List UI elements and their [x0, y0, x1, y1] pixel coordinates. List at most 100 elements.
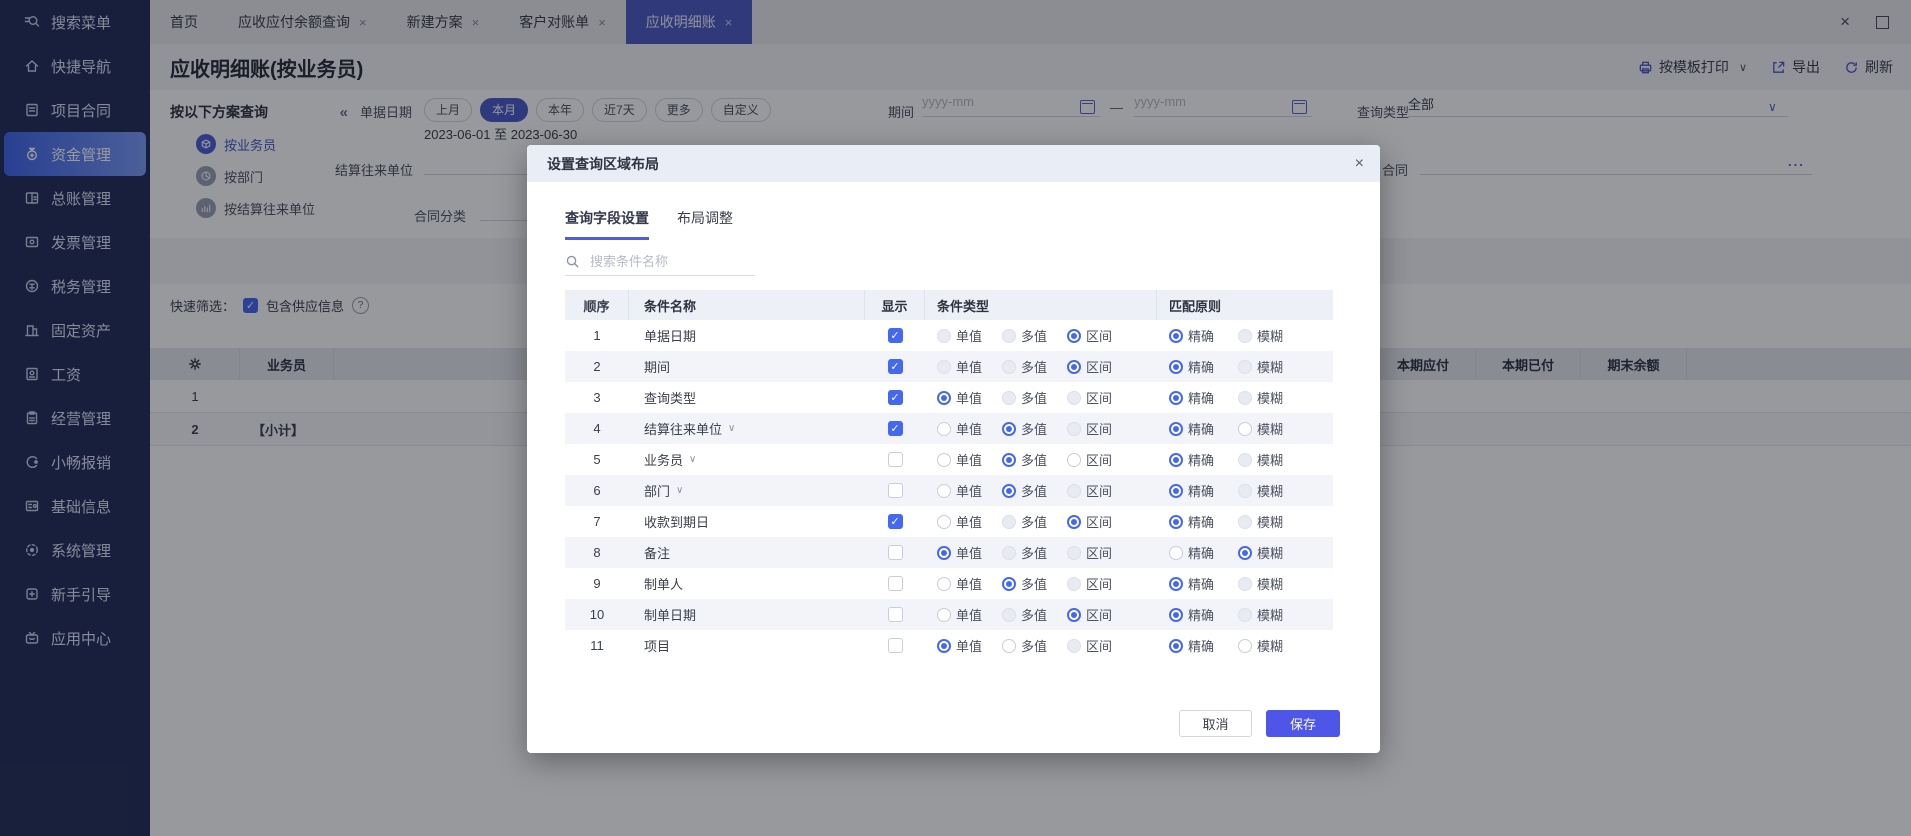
type-radio-单值[interactable]: [937, 545, 951, 560]
visible-checkbox[interactable]: ✓: [887, 514, 903, 529]
tab-close-icon[interactable]: ×: [724, 14, 733, 30]
condition-search-input[interactable]: [588, 253, 742, 270]
sidebar-item-system[interactable]: 系统管理: [0, 528, 150, 572]
type-radio-区间[interactable]: [1067, 328, 1082, 343]
visible-checkbox[interactable]: ✓: [887, 390, 903, 405]
tab-客户对账单[interactable]: 客户对账单 ×: [499, 0, 626, 44]
match-radio-精确[interactable]: [1169, 328, 1183, 343]
chevron-down-icon[interactable]: ∨: [1768, 100, 1777, 114]
sidebar-item-tax[interactable]: 税务管理: [0, 264, 150, 308]
sidebar-item-business[interactable]: 经营管理: [0, 396, 150, 440]
visible-checkbox[interactable]: ✓: [887, 421, 903, 436]
type-radio-单值[interactable]: [937, 638, 951, 653]
type-radio-单值[interactable]: [937, 421, 951, 436]
export-button[interactable]: 导出: [1771, 57, 1820, 77]
modal-close-icon[interactable]: ×: [1354, 154, 1364, 172]
match-radio-模糊[interactable]: [1238, 545, 1253, 560]
include-supply-checkbox[interactable]: ✓: [243, 298, 259, 313]
scheme-item-按业务员[interactable]: 按业务员: [196, 134, 370, 154]
period-to-input[interactable]: yyyy-mm: [1134, 94, 1312, 117]
sidebar-item-expense[interactable]: 小畅报销: [0, 440, 150, 484]
contract-input[interactable]: [1420, 152, 1812, 175]
modal-tab-布局调整[interactable]: 布局调整: [677, 210, 733, 226]
match-radio-精确[interactable]: [1169, 359, 1183, 374]
contract-picker-button[interactable]: ...: [1788, 154, 1805, 169]
match-radio-精确[interactable]: [1169, 514, 1183, 529]
date-pill-自定义[interactable]: 自定义: [710, 98, 771, 122]
chevron-down-icon[interactable]: ∨: [728, 423, 736, 434]
match-radio-精确[interactable]: [1169, 576, 1183, 591]
type-radio-区间[interactable]: [1067, 514, 1082, 529]
chevron-down-icon[interactable]: ∨: [1738, 61, 1747, 74]
visible-checkbox[interactable]: [887, 576, 903, 591]
tab-close-icon[interactable]: ×: [359, 14, 367, 30]
match-radio-精确[interactable]: [1169, 638, 1183, 653]
match-radio-精确[interactable]: [1169, 607, 1183, 622]
scheme-item-按结算往来单位[interactable]: 按结算往来单位: [196, 198, 370, 218]
visible-checkbox[interactable]: [887, 607, 903, 622]
type-radio-区间[interactable]: [1067, 359, 1082, 374]
match-radio-模糊[interactable]: [1238, 638, 1253, 653]
type-radio-多值[interactable]: [1002, 452, 1017, 467]
visible-checkbox[interactable]: [887, 483, 903, 498]
date-pill-更多[interactable]: 更多: [654, 98, 703, 122]
save-button[interactable]: 保存: [1266, 710, 1340, 737]
tab-应收明细账[interactable]: 应收明细账 ×: [625, 0, 753, 44]
date-pill-本年[interactable]: 本年: [536, 98, 585, 122]
fullscreen-icon[interactable]: [1876, 15, 1889, 29]
sidebar-item-money[interactable]: 资金管理: [4, 132, 146, 176]
modal-tab-查询字段设置[interactable]: 查询字段设置: [565, 208, 649, 240]
chevron-down-icon[interactable]: ∨: [689, 454, 697, 465]
date-pill-近7天[interactable]: 近7天: [592, 98, 647, 122]
sidebar-item-app-center[interactable]: 应用中心: [0, 616, 150, 660]
type-radio-单值[interactable]: [937, 576, 951, 591]
sidebar-item-asset[interactable]: 固定资产: [0, 308, 150, 352]
sidebar-item-invoice[interactable]: 发票管理: [0, 220, 150, 264]
visible-checkbox[interactable]: [887, 638, 903, 653]
cancel-button[interactable]: 取消: [1179, 710, 1252, 737]
match-radio-精确[interactable]: [1169, 483, 1183, 498]
type-radio-多值[interactable]: [1002, 638, 1017, 653]
visible-checkbox[interactable]: [887, 545, 903, 560]
close-all-icon[interactable]: ×: [1840, 12, 1850, 31]
refresh-button[interactable]: 刷新: [1844, 57, 1893, 77]
calendar-icon[interactable]: [1292, 100, 1307, 114]
match-radio-精确[interactable]: [1169, 545, 1183, 560]
sidebar-item-home[interactable]: 快捷导航: [0, 44, 150, 88]
tab-首页[interactable]: 首页: [150, 0, 218, 44]
type-radio-多值[interactable]: [1002, 421, 1017, 436]
date-pill-上月[interactable]: 上月: [424, 98, 473, 122]
match-radio-模糊[interactable]: [1238, 421, 1253, 436]
type-radio-多值[interactable]: [1002, 483, 1017, 498]
type-radio-单值[interactable]: [937, 390, 951, 405]
tab-应收应付余额查询[interactable]: 应收应付余额查询 ×: [218, 0, 387, 44]
type-radio-区间[interactable]: [1067, 607, 1082, 622]
visible-checkbox[interactable]: [887, 452, 903, 467]
calendar-icon[interactable]: [1080, 100, 1095, 114]
collapse-panel-icon[interactable]: «: [339, 103, 348, 121]
visible-checkbox[interactable]: ✓: [887, 328, 903, 343]
date-pill-本月[interactable]: 本月: [480, 98, 529, 122]
print-by-template-button[interactable]: 按模板打印 ∨: [1638, 57, 1747, 77]
match-radio-精确[interactable]: [1169, 390, 1183, 405]
type-radio-单值[interactable]: [937, 483, 951, 498]
type-radio-区间[interactable]: [1067, 452, 1082, 467]
tab-close-icon[interactable]: ×: [598, 14, 606, 30]
period-from-input[interactable]: yyyy-mm: [922, 94, 1100, 117]
scheme-item-按部门[interactable]: 按部门: [196, 166, 370, 186]
tab-close-icon[interactable]: ×: [471, 14, 480, 30]
match-radio-精确[interactable]: [1169, 421, 1183, 436]
sidebar-item-guide[interactable]: 新手引导: [0, 572, 150, 616]
match-radio-精确[interactable]: [1169, 452, 1183, 467]
sidebar-item-search-menu[interactable]: 搜索菜单: [0, 0, 150, 44]
chevron-down-icon[interactable]: ∨: [676, 485, 684, 496]
sidebar-item-info-card[interactable]: 基础信息: [0, 484, 150, 528]
type-radio-多值[interactable]: [1002, 576, 1017, 591]
sidebar-item-contract[interactable]: 项目合同: [0, 88, 150, 132]
type-radio-单值[interactable]: [937, 607, 951, 622]
query-type-select[interactable]: 全部: [1408, 94, 1788, 117]
type-radio-单值[interactable]: [937, 514, 951, 529]
tab-新建方案[interactable]: 新建方案 ×: [387, 0, 500, 44]
visible-checkbox[interactable]: ✓: [887, 359, 903, 374]
type-radio-单值[interactable]: [937, 452, 951, 467]
